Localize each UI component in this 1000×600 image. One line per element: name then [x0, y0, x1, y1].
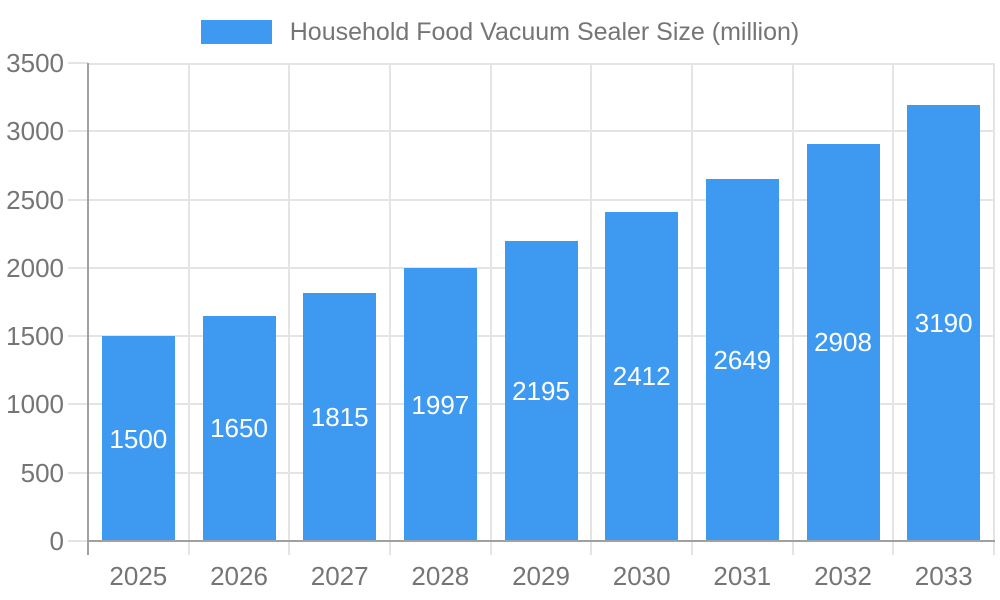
y-axis-tick [68, 130, 88, 133]
bar-value-label: 2649 [713, 345, 772, 376]
x-axis-tick [590, 541, 593, 555]
bar-value-label: 2412 [612, 361, 671, 392]
gridline-horizontal [88, 130, 994, 133]
bar-value-label: 1650 [210, 413, 268, 444]
x-axis-label: 2026 [210, 561, 268, 591]
gridline-horizontal [88, 198, 994, 201]
x-axis-tick [892, 541, 895, 555]
gridline-horizontal [88, 63, 994, 65]
legend[interactable]: Household Food Vacuum Sealer Size (milli… [0, 18, 1000, 46]
bar-value-label: 2908 [814, 327, 872, 358]
x-axis-label: 2033 [914, 561, 973, 591]
gridline-vertical [791, 63, 794, 541]
bar-2030 [605, 211, 679, 541]
legend-swatch [200, 20, 272, 44]
x-axis-label: 2030 [612, 561, 671, 591]
y-axis-label: 1500 [6, 321, 64, 352]
y-axis-tick [68, 62, 88, 64]
bar-2025 [101, 336, 175, 541]
gridline-vertical [288, 63, 291, 541]
bar-2028 [403, 268, 477, 541]
bar-value-label: 1815 [310, 402, 369, 433]
gridline-vertical [691, 63, 693, 541]
bar-value-label: 1997 [411, 389, 470, 420]
bar-2026 [202, 315, 276, 541]
x-axis-label: 2027 [310, 561, 369, 591]
x-axis-tick [288, 541, 291, 555]
y-axis-label: 2500 [6, 184, 64, 215]
bar-value-label: 3190 [914, 308, 973, 339]
y-axis-label: 3000 [6, 116, 64, 147]
y-axis-tick [68, 471, 88, 474]
x-axis-label: 2032 [814, 561, 872, 591]
x-axis-tick [389, 541, 391, 555]
y-axis-tick [68, 403, 88, 406]
gridline-vertical [892, 63, 895, 541]
gridline-vertical [993, 63, 995, 541]
y-axis-tick [68, 335, 88, 338]
bar-value-label: 2195 [512, 376, 570, 407]
bar-value-label: 1500 [109, 423, 168, 454]
y-axis-label: 1000 [6, 389, 64, 420]
gridline-vertical [389, 63, 391, 541]
gridline-vertical [187, 63, 190, 541]
plot-area: 1500 1650 1815 1997 2195 2412 2649 2908 3190 [88, 63, 995, 541]
x-axis-tick [791, 541, 794, 555]
x-axis-tick [187, 541, 190, 555]
x-axis-tick [489, 541, 492, 555]
gridline-vertical [590, 63, 593, 541]
y-axis-line [87, 63, 89, 555]
y-axis-tick [68, 266, 88, 269]
x-axis-tick [691, 541, 693, 555]
x-axis-label: 2025 [109, 561, 168, 591]
bar-2033 [907, 105, 981, 541]
y-axis-label: 500 [20, 457, 64, 488]
bar-2029 [504, 241, 578, 541]
gridline-vertical [489, 63, 492, 541]
x-axis-label: 2029 [512, 561, 570, 591]
legend-label: Household Food Vacuum Sealer Size (milli… [289, 17, 800, 46]
x-axis-label: 2031 [713, 561, 772, 591]
x-axis-tick [993, 541, 995, 555]
bar-2032 [806, 143, 880, 541]
y-axis-label: 2000 [6, 252, 64, 283]
x-axis-label: 2028 [411, 561, 470, 591]
y-axis-label: 0 [49, 526, 64, 556]
y-axis-tick [68, 540, 88, 542]
y-axis-label: 3500 [6, 48, 64, 78]
bar-2027 [303, 293, 377, 541]
y-axis-tick [68, 198, 88, 201]
bar-2031 [705, 179, 779, 541]
x-axis-line [87, 540, 995, 542]
